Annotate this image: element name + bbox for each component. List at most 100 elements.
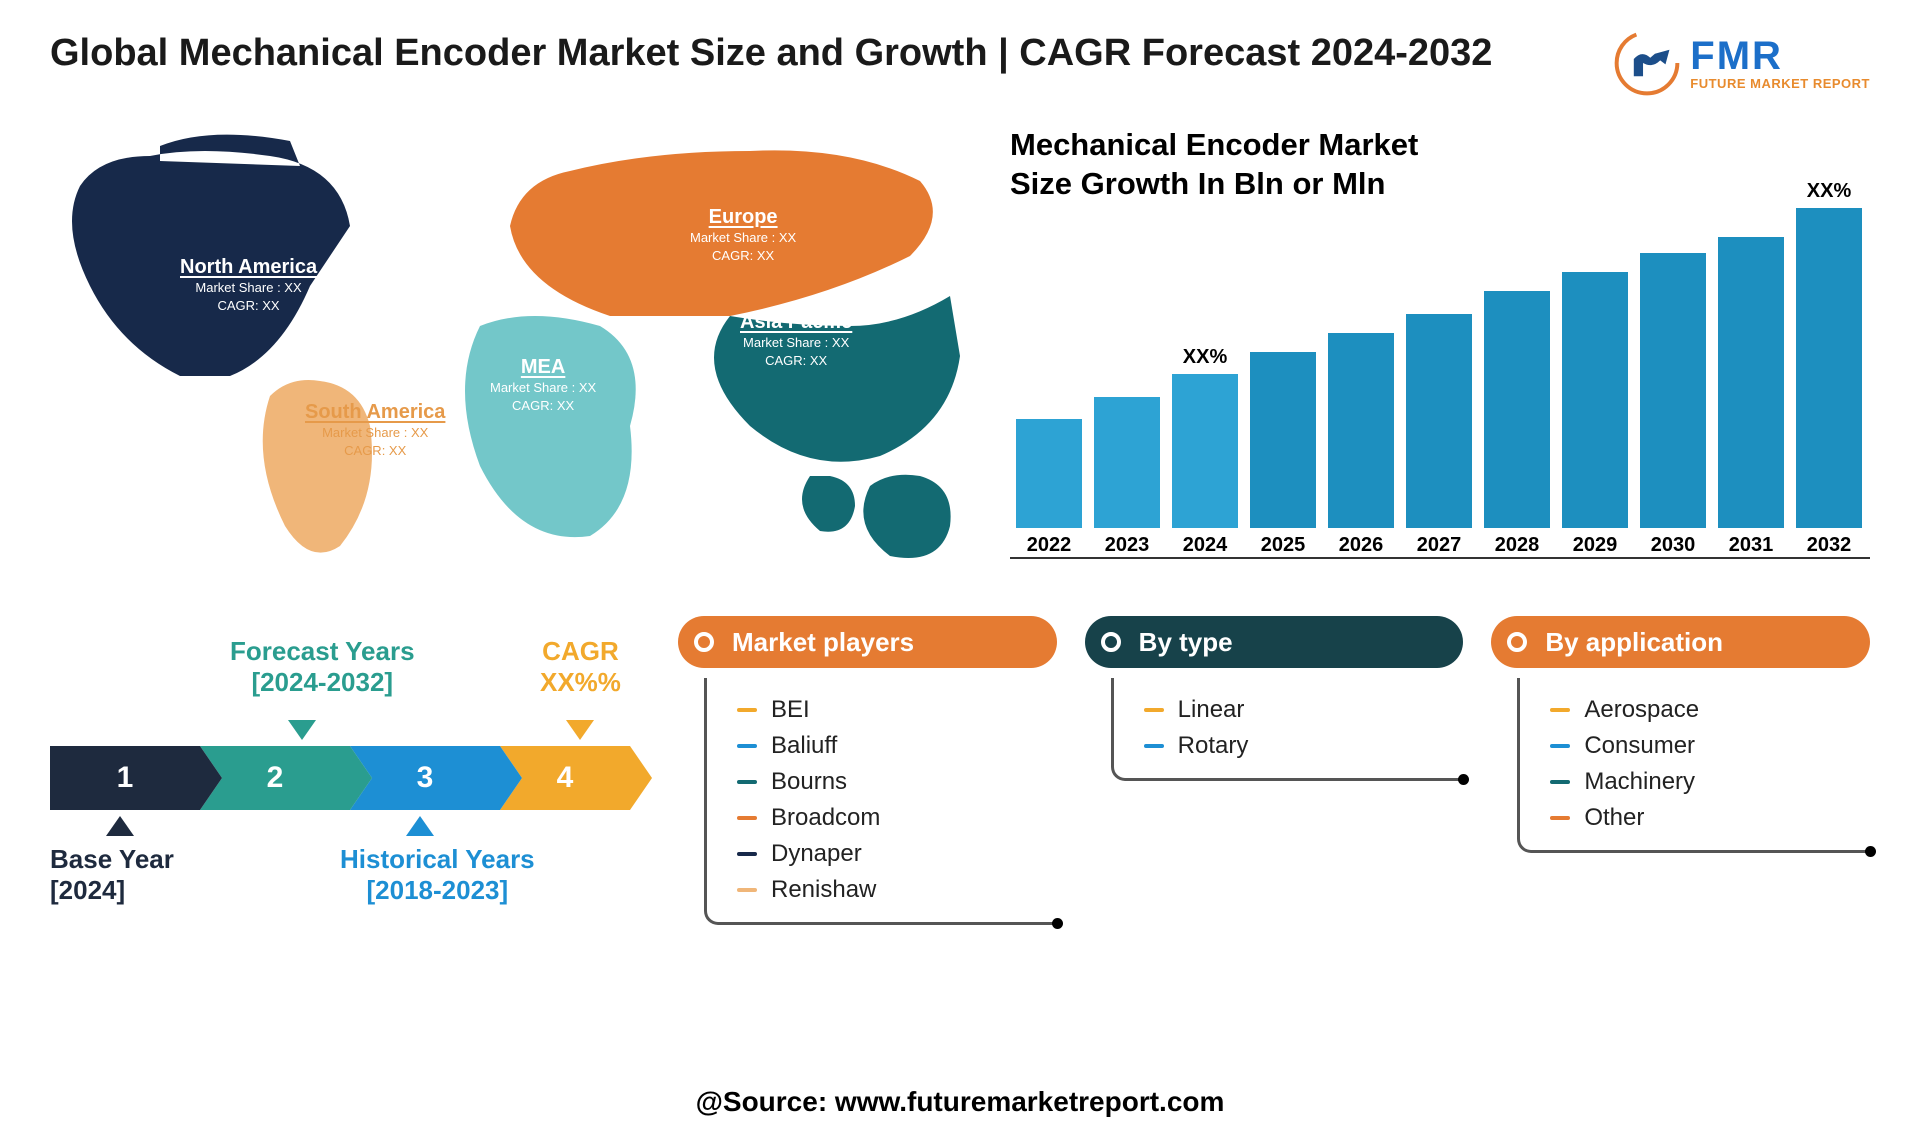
bar: XX% [1796,208,1862,528]
header: Global Mechanical Encoder Market Size an… [50,30,1870,96]
top-section: North America Market Share : XX CAGR: XX… [50,126,1870,566]
tl-hist-label: Historical Years [2018-2023] [340,844,535,906]
tl-forecast-label: Forecast Years [2024-2032] [230,636,415,698]
bar-col: 2029 [1562,272,1628,557]
bar-year: 2024 [1183,534,1228,557]
list-item: Broadcom [737,800,1057,836]
list-item: Dynaper [737,836,1057,872]
bullet-icon [737,816,757,820]
item-text: Consumer [1584,732,1695,760]
num: 4 [557,761,574,795]
growth-chart: Mechanical Encoder Market Size Growth In… [1010,126,1870,566]
region-name: Asia Pacific [740,311,852,334]
bullet-icon [737,780,757,784]
pct-label: XX% [1807,180,1851,203]
col-by-application: By application Aerospace Consumer Machiner… [1491,616,1870,853]
value: [2024-2032] [230,667,415,698]
bar [1016,419,1082,528]
tri-down-hist [406,816,434,836]
bar-year: 2029 [1573,534,1618,557]
bullet-icon [1550,744,1570,748]
region-north-america: North America Market Share : XX CAGR: XX [180,256,317,315]
world-map: North America Market Share : XX CAGR: XX… [50,126,970,566]
tri-up-forecast [288,720,316,740]
logo: FMR FUTURE MARKET REPORT [1614,30,1870,96]
bar-col: 2025 [1250,352,1316,557]
bar [1718,237,1784,528]
list-item: Machinery [1550,764,1870,800]
list-item: Renishaw [737,872,1057,908]
region-mea: MEA Market Share : XX CAGR: XX [490,356,596,415]
region-asia-pacific: Asia Pacific Market Share : XX CAGR: XX [740,311,852,370]
bar-year: 2032 [1807,534,1852,557]
bar [1328,333,1394,528]
bar-year: 2025 [1261,534,1306,557]
bullet-icon [1144,708,1164,712]
list-type: Linear Rotary [1111,678,1464,781]
chart-bars: 2022 2023 XX% 2024 2025 202620272028 2029 2030 2… [1010,219,1870,559]
item-text: Baliuff [771,732,837,760]
source-text: @Source: www.futuremarketreport.com [696,1086,1225,1118]
tl-base-label: Base Year [2024] [50,844,174,906]
list-item: Baliuff [737,728,1057,764]
bar [1640,253,1706,528]
page-title: Global Mechanical Encoder Market Size an… [50,30,1492,78]
item-text: Linear [1178,696,1245,724]
item-text: Rotary [1178,732,1249,760]
region-cagr: CAGR: XX [740,352,852,370]
region-share: Market Share : XX [740,334,852,352]
fmr-logo-icon [1614,30,1680,96]
label: Historical Years [340,844,535,875]
tl-seg-3: 3 [350,746,500,810]
timeline-bar: 1 2 3 4 [50,746,630,810]
bar-col: 2022 [1016,419,1082,557]
bullet-icon [737,744,757,748]
bar-year: 2023 [1105,534,1150,557]
label: Base Year [50,844,174,875]
region-share: Market Share : XX [180,279,317,297]
item-text: Aerospace [1584,696,1699,724]
list-item: Rotary [1144,728,1464,764]
bar-year: 2022 [1027,534,1072,557]
bullet-icon [737,888,757,892]
bar-col: 2027 [1406,314,1472,557]
region-cagr: CAGR: XX [690,247,796,265]
bar [1406,314,1472,528]
value: [2024] [50,875,174,906]
chart-title: Mechanical Encoder Market Size Growth In… [1010,126,1430,204]
region-south-america: South America Market Share : XX CAGR: XX [305,401,445,460]
bar-col: 2026 [1328,333,1394,557]
region-share: Market Share : XX [690,229,796,247]
bar-col: 2028 [1484,291,1550,557]
dot-icon [1507,632,1527,652]
list-item: Bourns [737,764,1057,800]
pill-players: Market players [678,616,1057,668]
num: 3 [417,761,434,795]
pill-label: By type [1139,627,1233,658]
pill-type: By type [1085,616,1464,668]
bar-col: 2030 [1640,253,1706,557]
region-cagr: CAGR: XX [305,442,445,460]
bar: XX% [1172,374,1238,528]
bar [1250,352,1316,528]
label: Forecast Years [230,636,415,667]
bar-col: 2023 [1094,397,1160,557]
bar-col: 2031 [1718,237,1784,557]
bar [1562,272,1628,528]
item-text: Other [1584,804,1644,832]
item-text: Machinery [1584,768,1695,796]
item-text: Dynaper [771,840,862,868]
value: XX%% [540,667,621,698]
col-market-players: Market players BEI Baliuff BournsBroadcom D… [678,616,1057,925]
bar-col: XX% 2024 [1172,374,1238,557]
bullet-icon [1550,708,1570,712]
bar-year: 2030 [1651,534,1696,557]
list-item: Consumer [1550,728,1870,764]
list-item: Other [1550,800,1870,836]
pill-label: By application [1545,627,1723,658]
item-text: BEI [771,696,810,724]
bar-year: 2031 [1729,534,1774,557]
pill-application: By application [1491,616,1870,668]
timeline: Forecast Years [2024-2032] CAGR XX%% 1 2… [50,616,650,936]
bar-col: XX% 2032 [1796,208,1862,557]
